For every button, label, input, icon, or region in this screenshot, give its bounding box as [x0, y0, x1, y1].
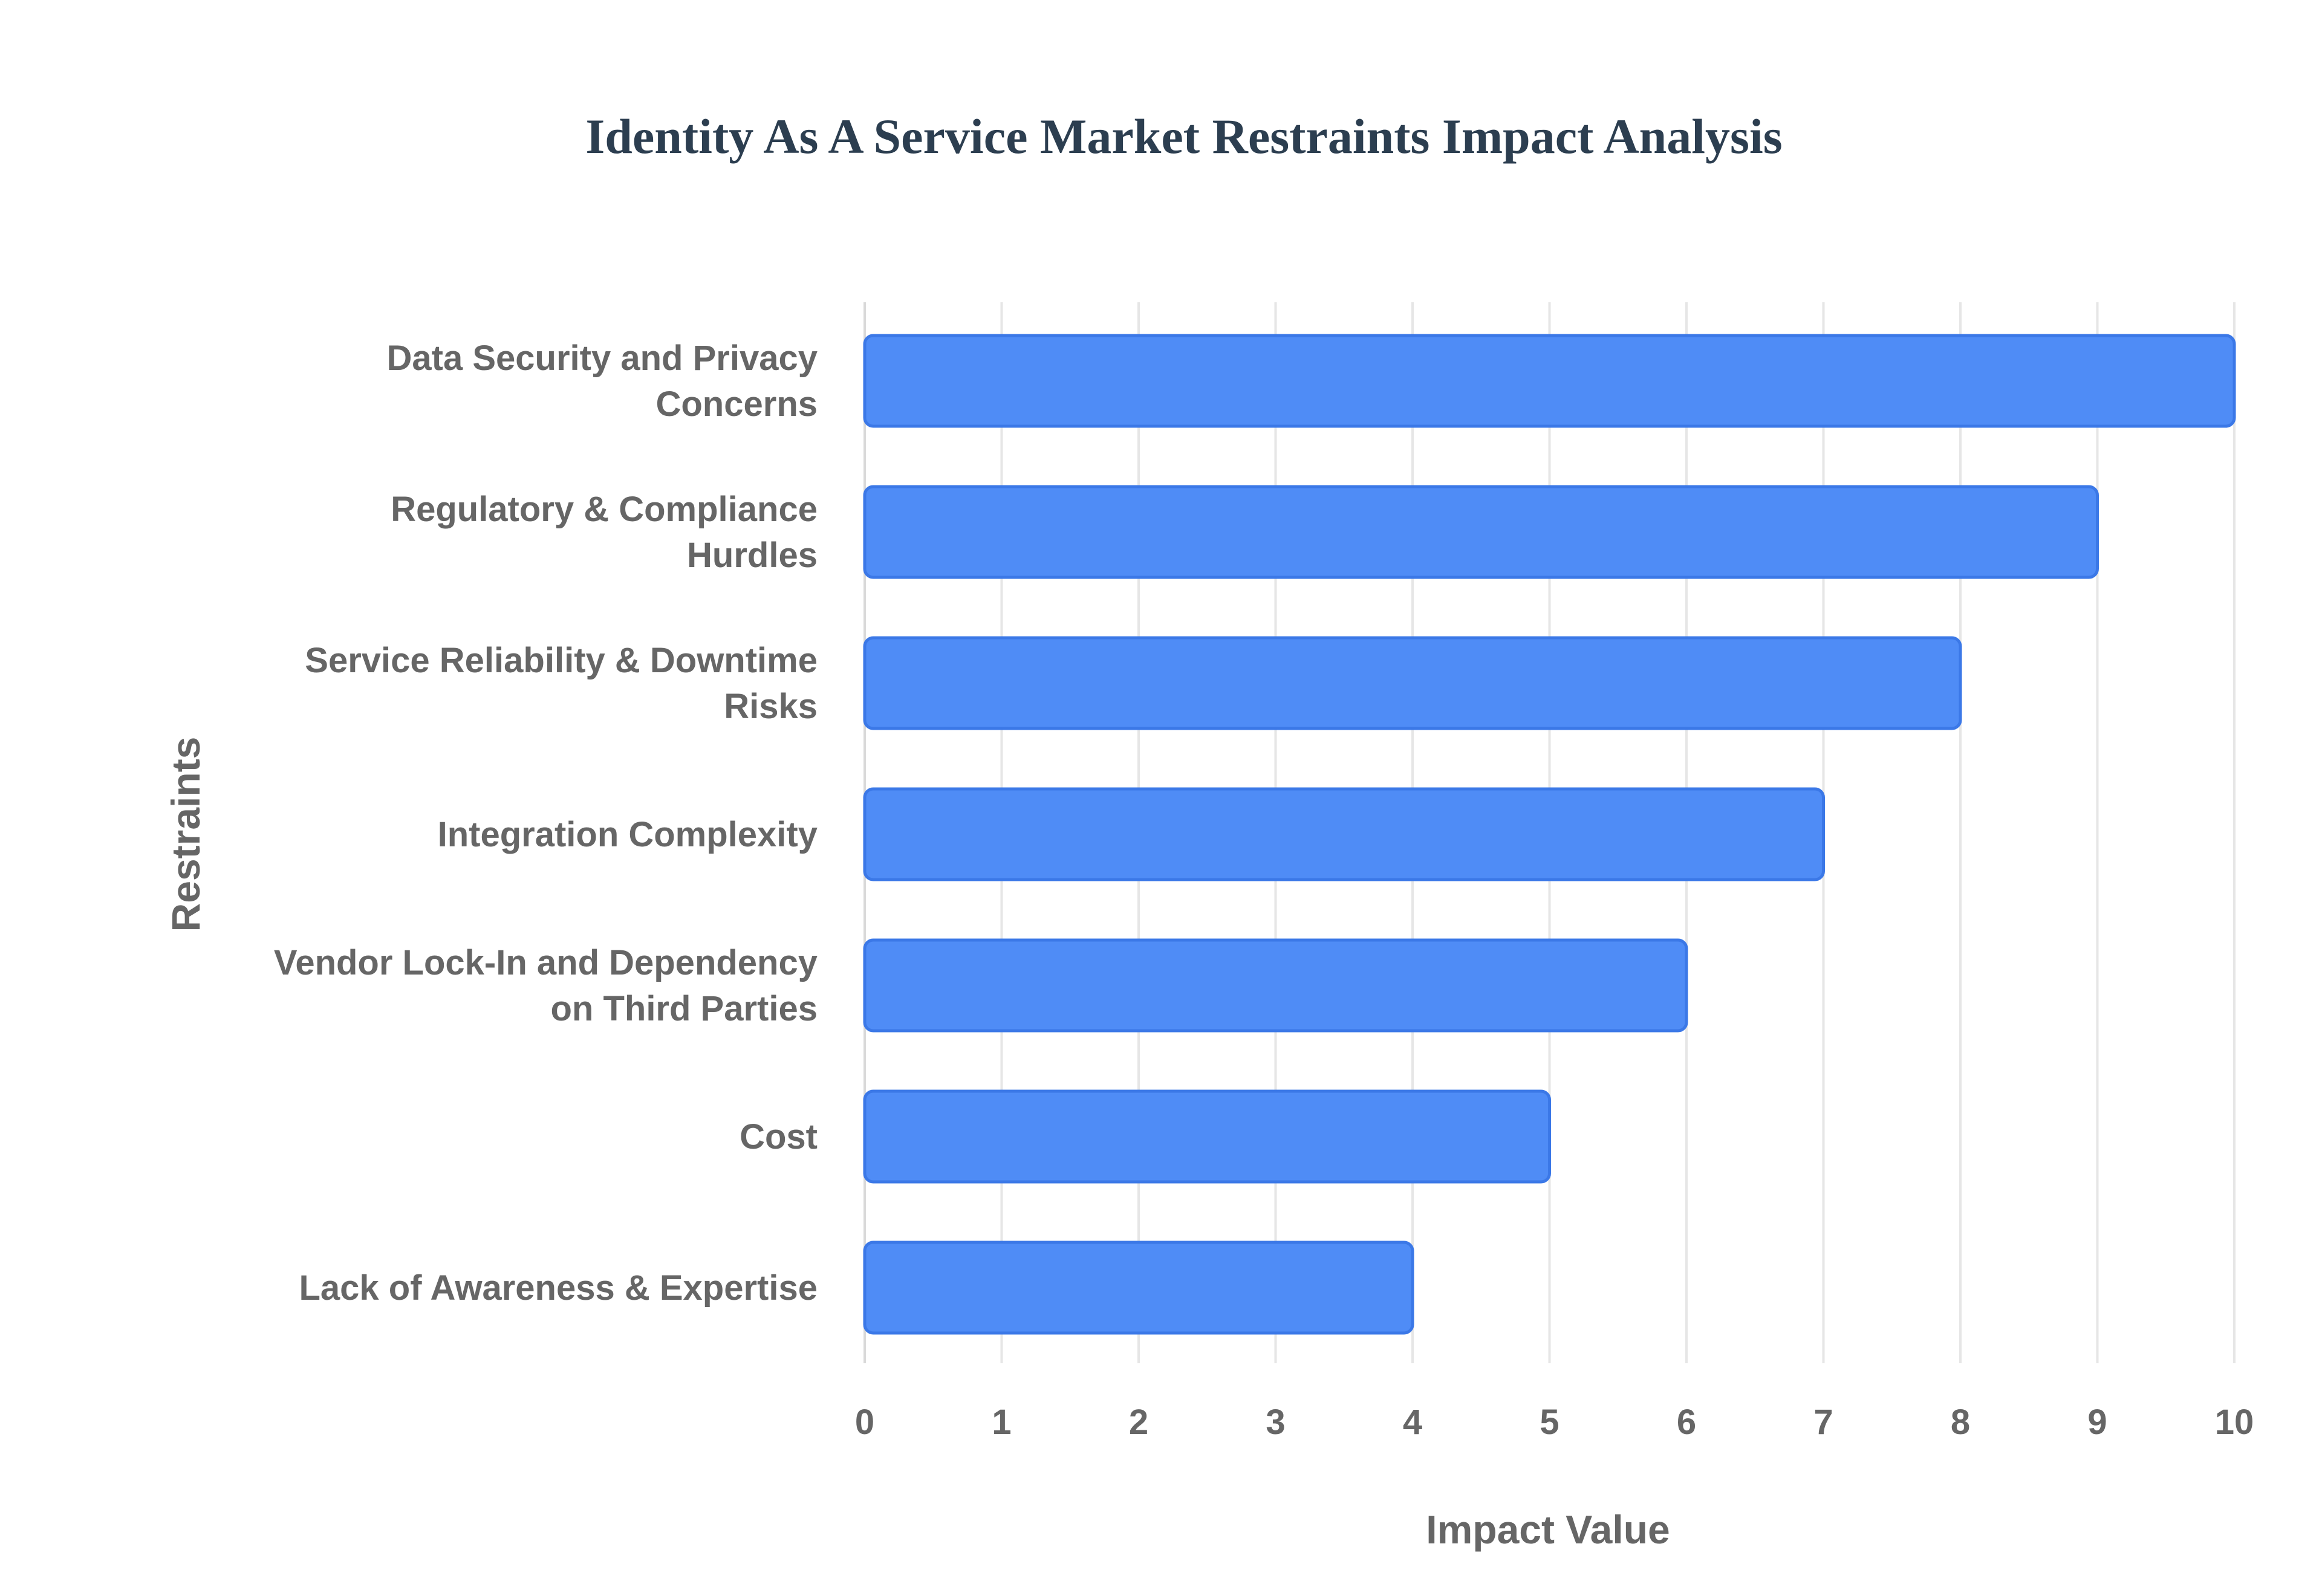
category-label: Regulatory & Compliance Hurdles	[391, 490, 818, 575]
bar	[863, 485, 2099, 579]
x-tick-label: 5	[1540, 1403, 1559, 1442]
category-label: Service Reliability & Downtime Risks	[305, 641, 818, 726]
bar	[863, 1241, 1414, 1335]
x-tick-label: 6	[1677, 1403, 1696, 1442]
bar	[863, 334, 2236, 428]
category-label-line: Regulatory & Compliance	[391, 490, 818, 529]
y-axis-title: Restraints	[163, 737, 208, 932]
bar	[863, 1089, 1551, 1184]
category-labels: Data Security and Privacy Concerns Regulat…	[274, 339, 818, 1308]
bar	[863, 636, 1962, 730]
x-tick-label: 7	[1813, 1403, 1833, 1442]
category-label-line: Service Reliability & Downtime	[305, 641, 818, 680]
x-tick-label: 8	[1951, 1403, 1970, 1442]
bars	[863, 334, 2236, 1335]
chart-title: Identity As A Service Market Restraints …	[585, 109, 1782, 164]
x-tick-label: 0	[855, 1403, 874, 1442]
category-label-line: Integration Complexity	[438, 815, 818, 854]
x-tick-label: 2	[1129, 1403, 1148, 1442]
x-tick-label: 9	[2087, 1403, 2107, 1442]
bar	[863, 787, 1825, 881]
category-label: Data Security and Privacy Concerns	[387, 339, 818, 424]
category-label-line: Data Security and Privacy	[387, 339, 818, 378]
category-label: Lack of Awareness & Expertise	[299, 1268, 818, 1308]
x-tick-labels: 0 1 2 3 4 5 6 7 8 9 10	[855, 1403, 2254, 1442]
category-label: Cost	[740, 1117, 818, 1156]
category-label-line: on Third Parties	[550, 989, 818, 1028]
x-tick-label: 10	[2215, 1403, 2254, 1442]
category-label-line: Concerns	[655, 384, 818, 424]
category-label: Vendor Lock-In and Dependency on Third Pa…	[274, 943, 818, 1028]
x-tick-label: 1	[992, 1403, 1011, 1442]
category-label-line: Risks	[724, 687, 818, 726]
category-label-line: Cost	[740, 1117, 818, 1156]
category-label-line: Vendor Lock-In and Dependency	[274, 943, 818, 982]
category-label: Integration Complexity	[438, 815, 818, 854]
x-axis-title: Impact Value	[1426, 1507, 1670, 1552]
bar	[863, 938, 1688, 1033]
category-label-line: Hurdles	[687, 536, 818, 575]
x-tick-label: 3	[1266, 1403, 1285, 1442]
x-tick-label: 4	[1403, 1403, 1422, 1442]
category-label-line: Lack of Awareness & Expertise	[299, 1268, 818, 1308]
